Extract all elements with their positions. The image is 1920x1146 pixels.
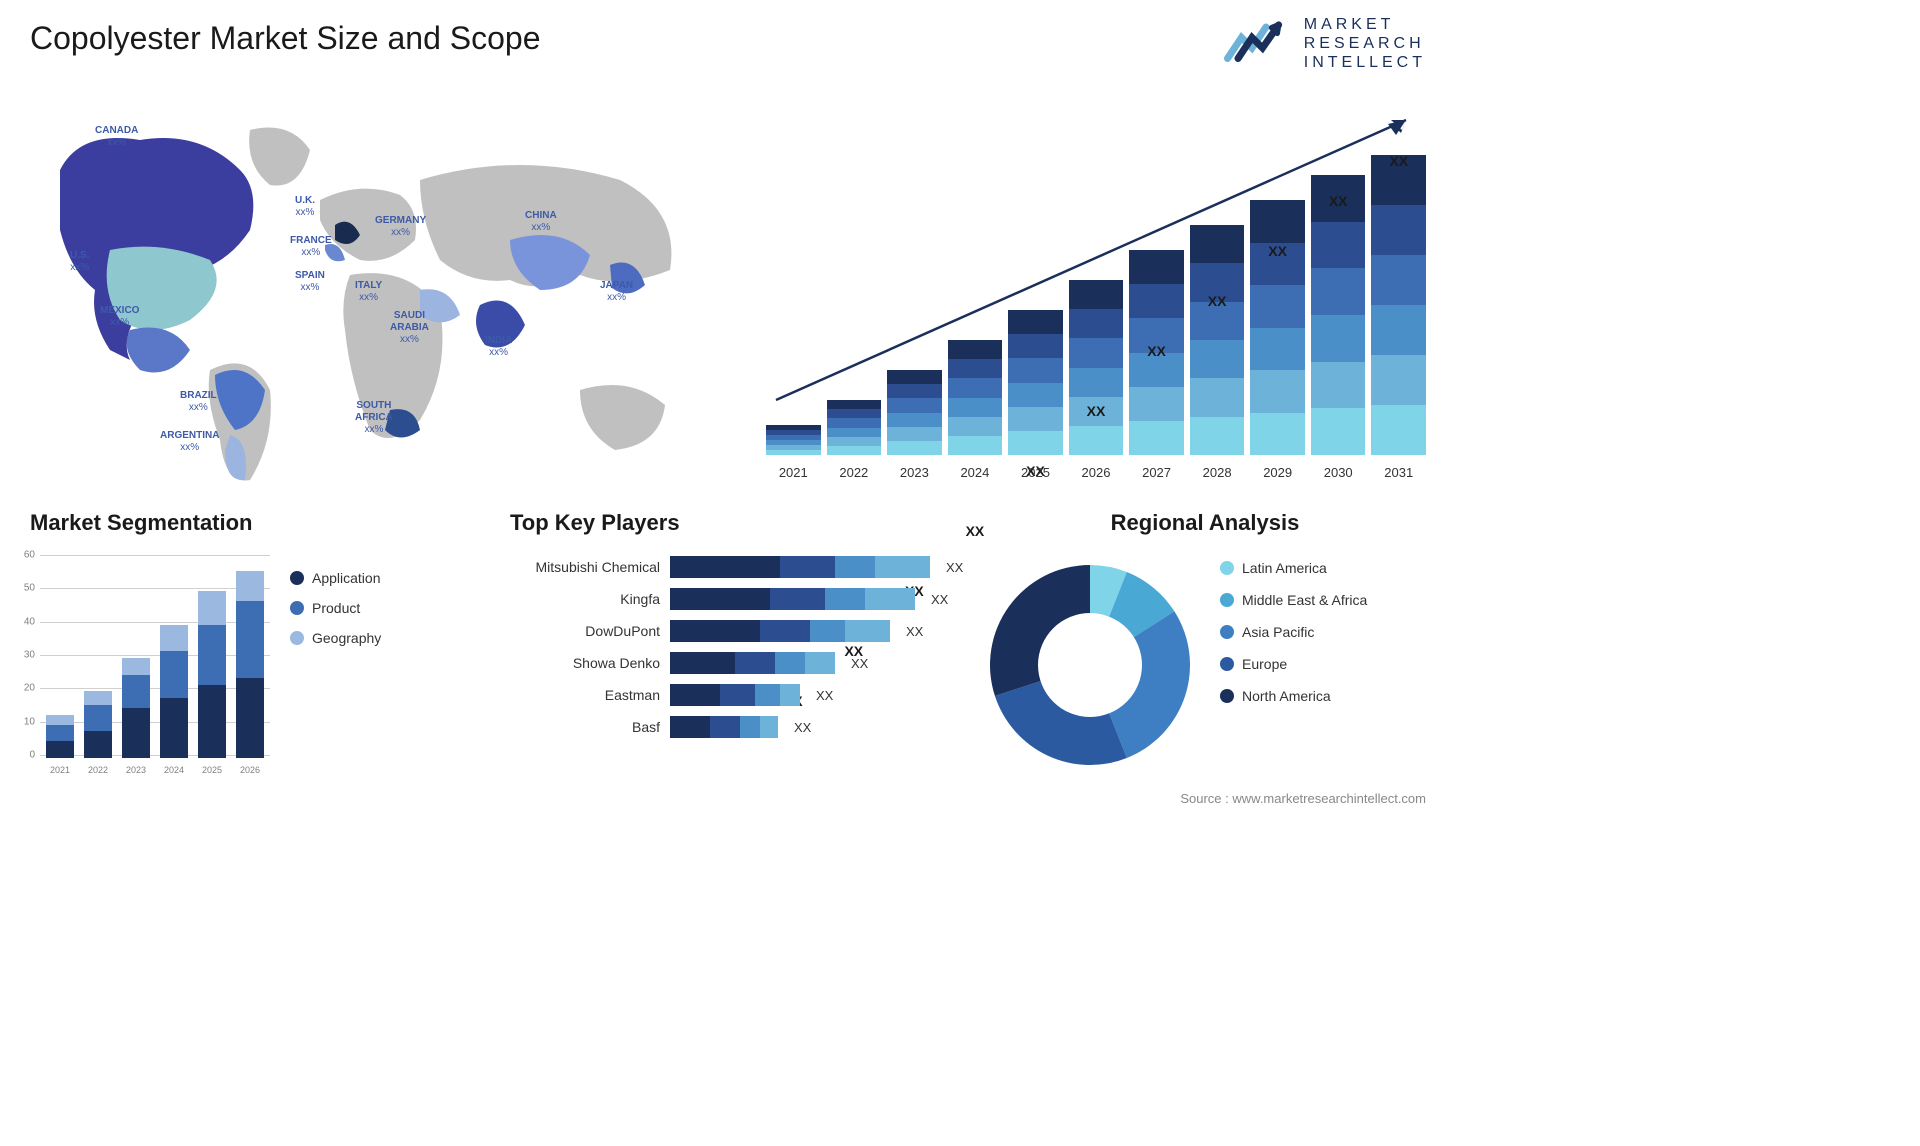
- map-label: INDIAxx%: [485, 335, 512, 359]
- growth-bar: XX: [1190, 225, 1245, 455]
- legend-item: Application: [290, 570, 381, 586]
- map-label: FRANCExx%: [290, 235, 332, 259]
- growth-bar: XX: [1250, 200, 1305, 455]
- player-row: Mitsubishi ChemicalXX: [510, 556, 970, 578]
- players-title: Top Key Players: [510, 510, 970, 536]
- map-label: SAUDIARABIAxx%: [390, 310, 429, 346]
- growth-bar: XX: [827, 400, 882, 455]
- map-label: CANADAxx%: [95, 125, 138, 149]
- segmentation-bar: [198, 591, 226, 758]
- brand-logo: MARKET RESEARCH INTELLECT: [1224, 15, 1426, 73]
- segmentation-section: Market Segmentation 0102030405060 202120…: [30, 510, 460, 536]
- segmentation-bar: [160, 625, 188, 758]
- regional-title: Regional Analysis: [980, 510, 1430, 536]
- regional-donut-chart: [980, 555, 1200, 775]
- growth-bar: XX: [1069, 280, 1124, 455]
- growth-bar: XX: [1129, 250, 1184, 455]
- map-label: U.S.xx%: [70, 250, 89, 274]
- growth-year-label: 2028: [1190, 465, 1245, 480]
- segmentation-legend: Application Product Geography: [290, 570, 381, 646]
- growth-year-label: 2030: [1311, 465, 1366, 480]
- legend-item: Europe: [1220, 656, 1367, 672]
- map-label: SPAINxx%: [295, 270, 325, 294]
- legend-item: Middle East & Africa: [1220, 592, 1367, 608]
- player-row: KingfaXX: [510, 588, 970, 610]
- logo-line1: MARKET: [1304, 15, 1426, 34]
- world-map: CANADAxx% U.S.xx% MEXICOxx% BRAZILxx% ARGENT…: [20, 90, 720, 490]
- regional-legend: Latin America Middle East & Africa Asia Pa…: [1220, 560, 1367, 704]
- growth-year-label: 2026: [1069, 465, 1124, 480]
- player-row: Showa DenkoXX: [510, 652, 970, 674]
- map-label: BRAZILxx%: [180, 390, 217, 414]
- logo-line2: RESEARCH: [1304, 34, 1426, 53]
- players-section: Top Key Players Mitsubishi ChemicalXX Kin…: [510, 510, 970, 738]
- growth-bar: XX: [948, 340, 1003, 455]
- growth-bar: XX: [766, 425, 821, 455]
- growth-year-label: 2031: [1371, 465, 1426, 480]
- source-text: Source : www.marketresearchintellect.com: [1180, 791, 1426, 806]
- page-title: Copolyester Market Size and Scope: [30, 20, 540, 57]
- segmentation-bar: [122, 658, 150, 758]
- segmentation-chart: 0102030405060 202120222023202420252026: [10, 550, 270, 780]
- growth-bar: XX: [1008, 310, 1063, 455]
- growth-year-label: 2022: [827, 465, 882, 480]
- segmentation-title: Market Segmentation: [30, 510, 460, 536]
- legend-item: Product: [290, 600, 381, 616]
- legend-item: Latin America: [1220, 560, 1367, 576]
- growth-bar: XX: [1371, 155, 1426, 455]
- growth-year-label: 2021: [766, 465, 821, 480]
- map-label: ARGENTINAxx%: [160, 430, 219, 454]
- logo-icon: [1224, 16, 1294, 71]
- growth-year-label: 2027: [1129, 465, 1184, 480]
- map-label: JAPANxx%: [600, 280, 633, 304]
- segmentation-bar: [236, 571, 264, 758]
- players-list: Mitsubishi ChemicalXX KingfaXX DowDuPontXX…: [510, 556, 970, 738]
- legend-item: North America: [1220, 688, 1367, 704]
- growth-year-label: 2024: [948, 465, 1003, 480]
- map-label: CHINAxx%: [525, 210, 557, 234]
- segmentation-bar: [46, 715, 74, 758]
- player-row: DowDuPontXX: [510, 620, 970, 642]
- logo-line3: INTELLECT: [1304, 53, 1426, 72]
- growth-year-label: 2029: [1250, 465, 1305, 480]
- segmentation-bar: [84, 691, 112, 758]
- map-label: GERMANYxx%: [375, 215, 426, 239]
- player-row: EastmanXX: [510, 684, 970, 706]
- map-label: U.K.xx%: [295, 195, 315, 219]
- growth-bar: XX: [1311, 175, 1366, 455]
- legend-item: Asia Pacific: [1220, 624, 1367, 640]
- regional-section: Regional Analysis Latin AmericaMiddle Ea…: [980, 510, 1430, 536]
- player-row: BasfXX: [510, 716, 970, 738]
- growth-chart: XXXXXXXXXXXXXXXXXXXXXX 20212022202320242…: [766, 100, 1426, 480]
- map-label: MEXICOxx%: [100, 305, 139, 329]
- map-label: SOUTHAFRICAxx%: [355, 400, 393, 436]
- growth-bar: XX: [887, 370, 942, 455]
- map-label: ITALYxx%: [355, 280, 382, 304]
- growth-year-label: 2025: [1008, 465, 1063, 480]
- legend-item: Geography: [290, 630, 381, 646]
- growth-year-label: 2023: [887, 465, 942, 480]
